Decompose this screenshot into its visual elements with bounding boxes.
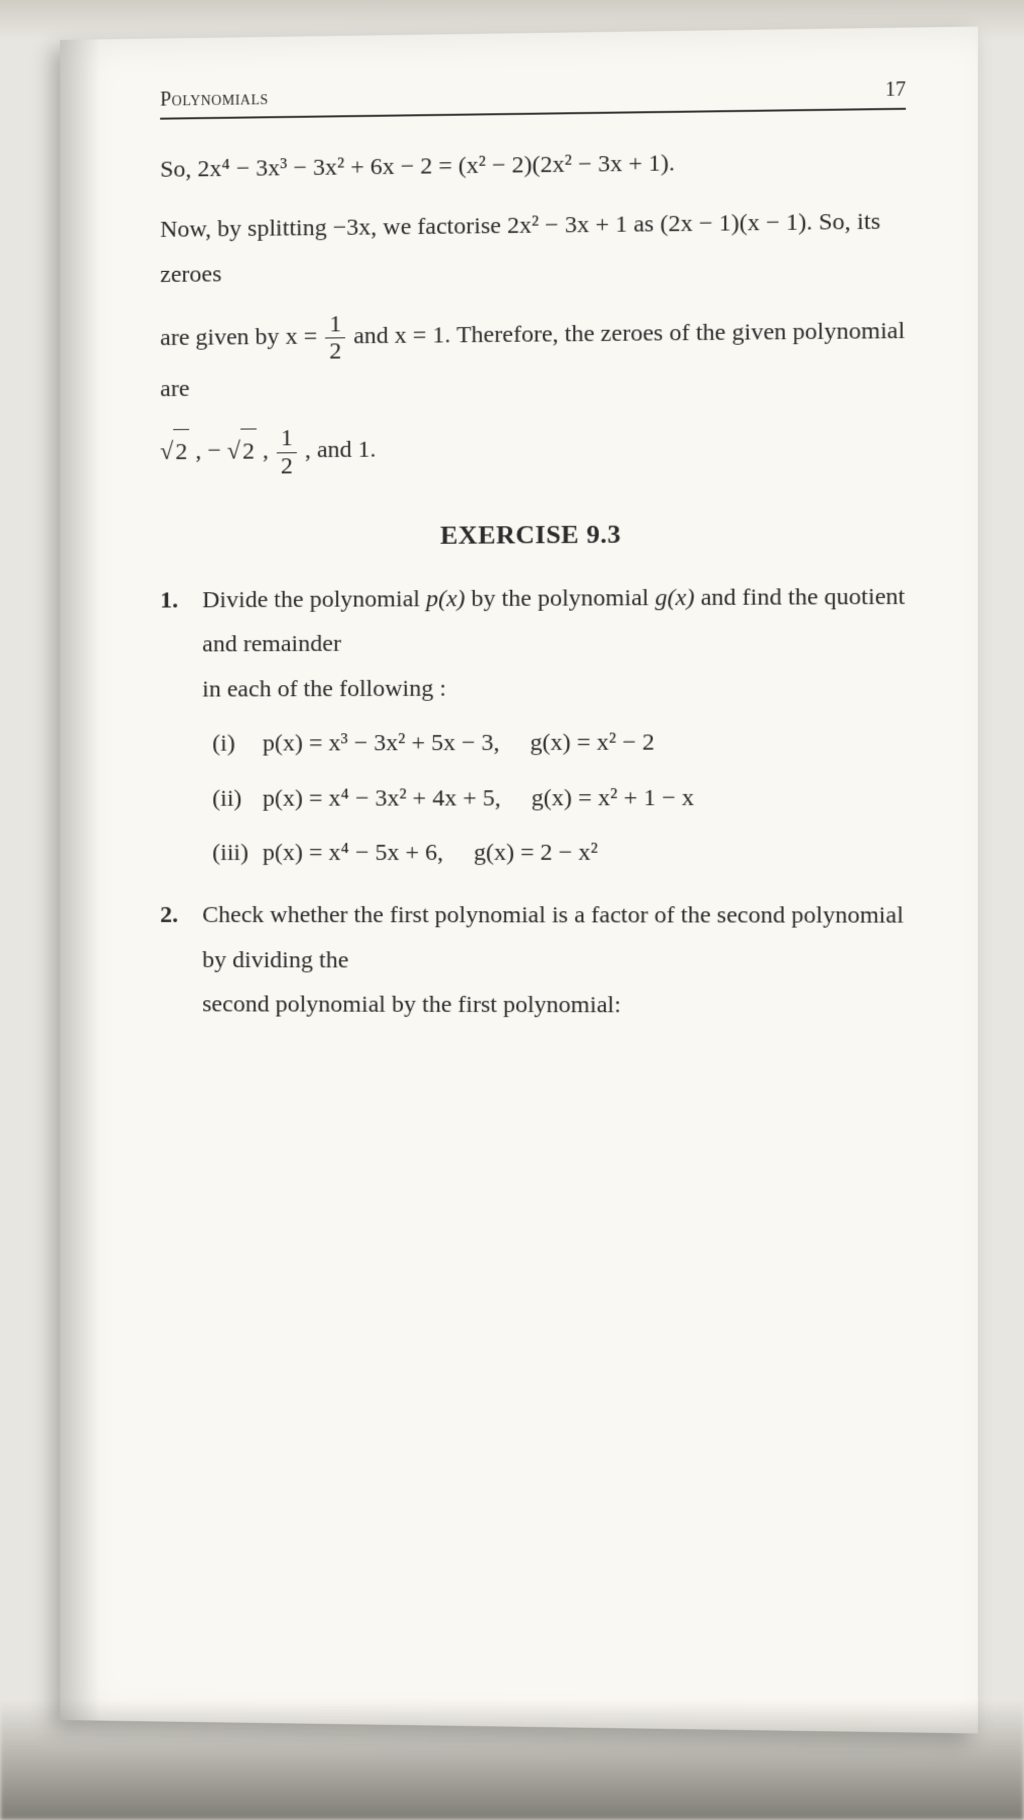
math-expr: g(x) = x² − 2 (530, 730, 654, 757)
fraction-den: 2 (325, 338, 345, 365)
radical-sign: √ (160, 439, 173, 465)
textbook-page: Polynomials 17 So, 2x⁴ − 3x³ − 3x² + 6x … (60, 27, 978, 1734)
subpart-body: p(x) = x⁴ − 5x + 6, g(x) = 2 − x² (263, 830, 906, 875)
text: and (353, 323, 394, 350)
fraction-num: 1 (277, 425, 297, 453)
math-expr: x = 1. (395, 322, 451, 349)
math-expr: g(x) = 2 − x² (474, 840, 598, 866)
photo-bottom-blur (0, 1700, 1024, 1820)
subpart-number: (ii) (202, 776, 262, 821)
subpart-body: p(x) = x³ − 3x² + 5x − 3, g(x) = x² − 2 (263, 720, 906, 766)
math-expr: 2x⁴ − 3x³ − 3x² + 6x − 2 = (x² − 2)(2x² … (198, 150, 675, 182)
question-body: Divide the polynomial p(x) by the polyno… (202, 574, 906, 875)
subpart-ii: (ii) p(x) = x⁴ − 3x² + 4x + 5, g(x) = x²… (202, 775, 906, 821)
math-expr: p(x) = x³ − 3x² + 5x − 3, (263, 730, 500, 757)
math-expr: p(x) = x⁴ − 5x + 6, (263, 840, 444, 866)
subpart-number: (iii) (202, 831, 262, 876)
worked-line-1: So, 2x⁴ − 3x³ − 3x² + 6x − 2 = (x² − 2)(… (160, 138, 906, 193)
radicand: 2 (240, 428, 256, 475)
fraction-half-2: 1 2 (277, 425, 297, 479)
question-1: 1. Divide the polynomial p(x) by the pol… (160, 574, 906, 875)
text: by the polynomial (471, 585, 655, 612)
exercise-heading: EXERCISE 9.3 (160, 518, 906, 553)
fraction-den: 2 (277, 453, 297, 480)
text: as (634, 211, 661, 238)
question-body: Check whether the first polynomial is a … (202, 893, 906, 1028)
page-header: Polynomials 17 (160, 78, 906, 119)
chapter-title: Polynomials (160, 87, 268, 112)
text: Check whether the first polynomial is a … (202, 902, 903, 973)
subpart-number: (i) (202, 722, 262, 767)
question-number: 1. (160, 578, 202, 875)
math-expr: g(x) = x² + 1 − x (531, 784, 694, 810)
math-expr: (2x − 1)(x − 1). (660, 209, 812, 237)
math-expr: p(x) = x⁴ − 3x² + 4x + 5, (263, 785, 501, 811)
radicand: 2 (173, 429, 189, 476)
text: Divide the polynomial (202, 586, 426, 613)
text: , (262, 438, 274, 464)
worked-line-roots: √2 , − √2 , 1 2 , and 1. (160, 420, 906, 480)
root-neg-sqrt2: √2 (227, 438, 262, 464)
radical-sign: √ (227, 438, 240, 464)
text: second polynomial by the first polynomia… (202, 991, 621, 1018)
root-sqrt2: √2 (160, 439, 195, 465)
math-gx: g(x) (655, 585, 694, 611)
math-px: p(x) (426, 586, 465, 612)
text: , and 1. (305, 437, 376, 464)
text: are given by (160, 324, 285, 351)
worked-line-2: Now, by splitting −3x, we factorise 2x² … (160, 199, 906, 299)
text: So, (160, 156, 197, 183)
subpart-body: p(x) = x⁴ − 3x² + 4x + 5, g(x) = x² + 1 … (263, 775, 906, 821)
text: Now, by splitting −3x, we factorise (160, 212, 507, 242)
subpart-iii: (iii) p(x) = x⁴ − 5x + 6, g(x) = 2 − x² (202, 830, 906, 875)
question-number: 2. (160, 893, 202, 1027)
fraction-num: 1 (325, 311, 345, 339)
text: in each of the following : (202, 675, 446, 702)
page-number: 17 (885, 78, 906, 102)
math-expr: x = (285, 324, 323, 350)
question-2: 2. Check whether the first polynomial is… (160, 893, 906, 1028)
worked-line-3: are given by x = 1 2 and x = 1. Therefor… (160, 305, 906, 412)
subpart-i: (i) p(x) = x³ − 3x² + 5x − 3, g(x) = x² … (202, 720, 906, 766)
math-expr: 2x² − 3x + 1 (507, 211, 627, 239)
fraction-half: 1 2 (325, 311, 345, 365)
text: , − (195, 438, 221, 464)
